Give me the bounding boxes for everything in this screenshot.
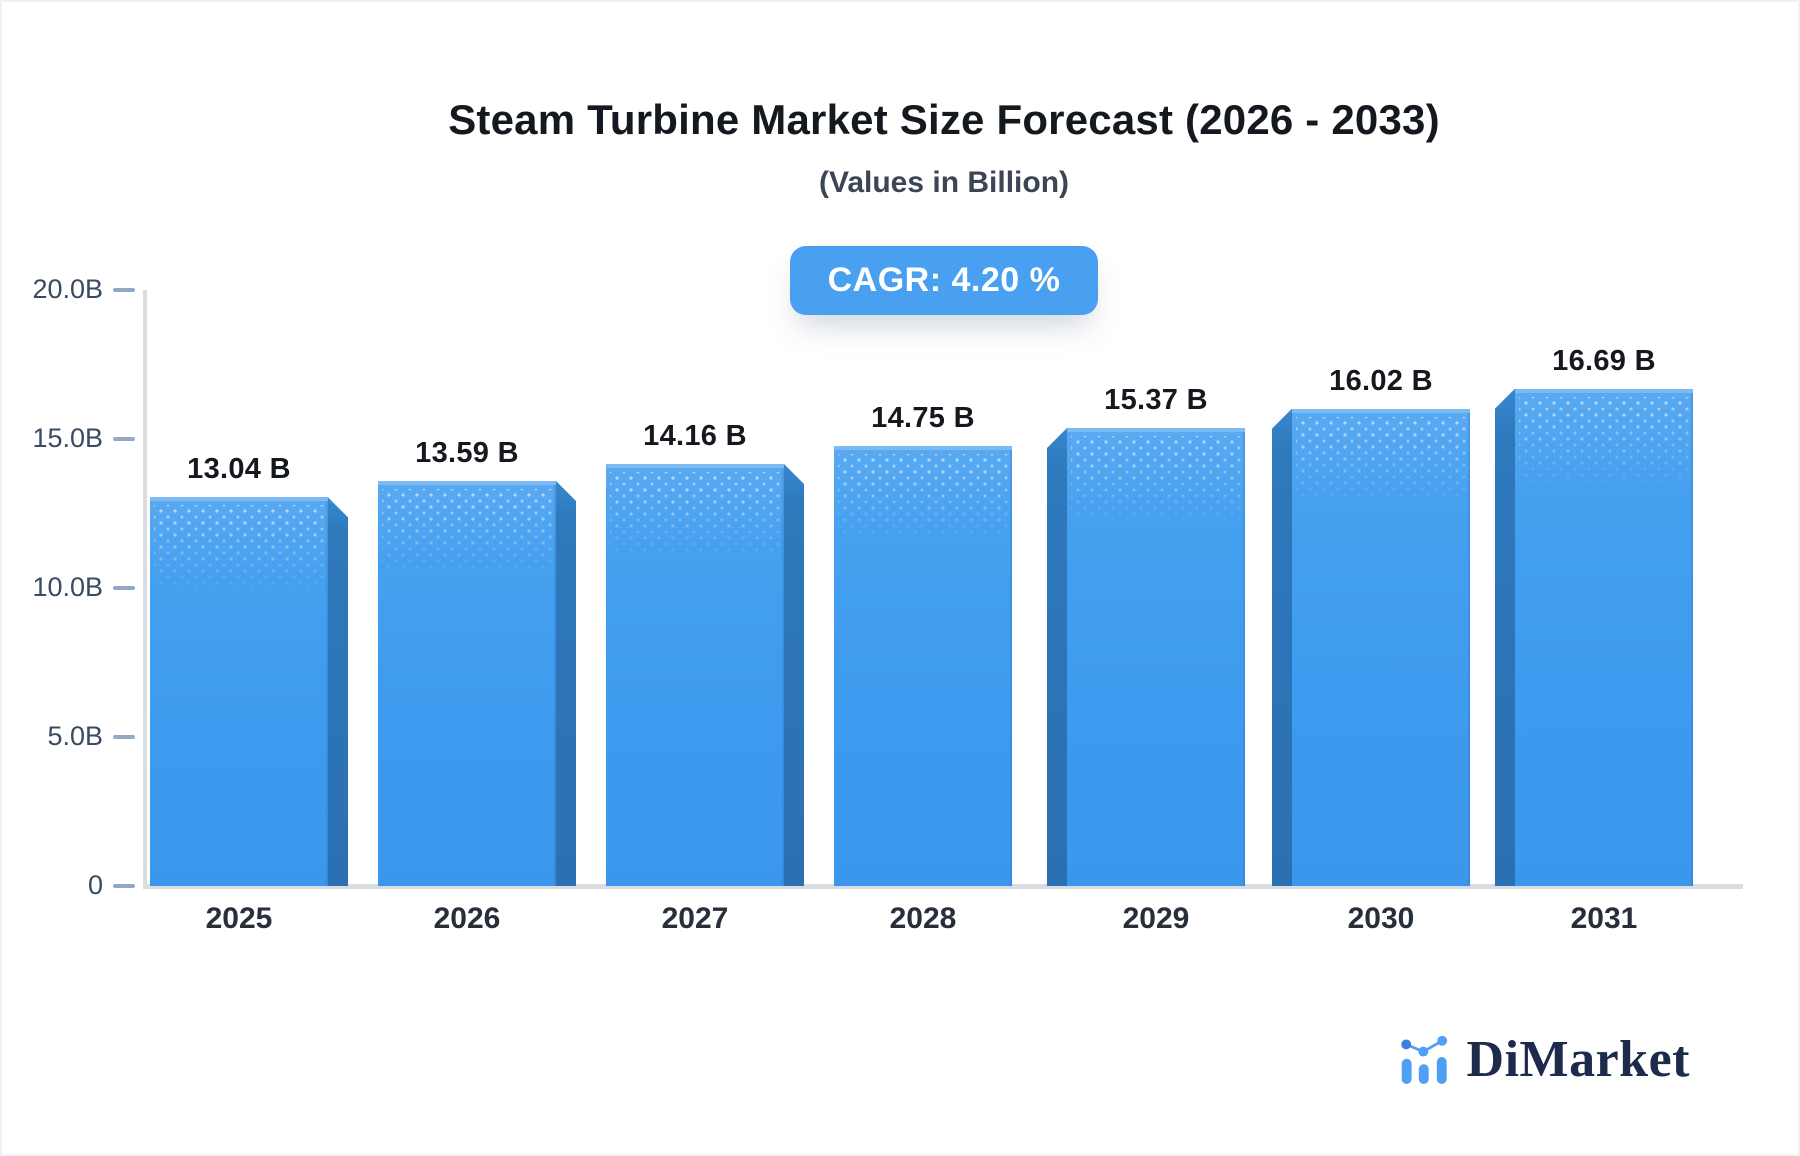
y-tick-mark bbox=[113, 586, 135, 590]
bar-value-label: 14.75 B bbox=[871, 402, 975, 435]
y-tick-label: 15.0B bbox=[32, 423, 103, 453]
y-tick-mark bbox=[113, 735, 135, 739]
bar-3d-side bbox=[328, 497, 348, 886]
bar-3d-side bbox=[1272, 408, 1292, 886]
y-axis-line bbox=[143, 290, 147, 888]
bar-face bbox=[150, 497, 328, 886]
y-tick-label: 0 bbox=[87, 870, 103, 900]
bar-value-label: 16.02 B bbox=[1329, 364, 1433, 397]
bar-3d-side bbox=[1047, 427, 1067, 886]
bar-face bbox=[834, 446, 1012, 886]
bar-2031: 16.69 B 2031 bbox=[1495, 345, 1693, 935]
x-axis-label-2030: 2030 bbox=[1347, 901, 1415, 935]
chart-header: Steam Turbine Market Size Forecast (2026… bbox=[143, 0, 1745, 315]
bar-3d-side bbox=[556, 481, 576, 886]
bar-2030: 16.02 B 2030 bbox=[1272, 365, 1470, 935]
bar-3d-side bbox=[784, 464, 804, 886]
x-axis-line bbox=[143, 884, 1743, 889]
bar-face bbox=[1067, 427, 1245, 886]
bar-2026: 13.59 B 2026 bbox=[378, 437, 576, 935]
bar-value-label: 16.69 B bbox=[1552, 344, 1656, 377]
y-tick-label: 5.0B bbox=[47, 721, 103, 751]
x-axis-label-2029: 2029 bbox=[1122, 901, 1190, 935]
bar-face bbox=[378, 481, 556, 886]
cagr-badge: CAGR: 4.20 % bbox=[789, 246, 1099, 315]
bar-3d-side bbox=[1495, 388, 1515, 886]
brand-logo-text: DiMarket bbox=[1466, 1031, 1690, 1088]
bar-value-label: 14.16 B bbox=[643, 420, 747, 453]
bar-value-label: 13.59 B bbox=[415, 437, 519, 470]
bar-face bbox=[606, 464, 784, 886]
bar-2029: 15.37 B 2029 bbox=[1047, 384, 1245, 935]
bar-value-label: 15.37 B bbox=[1104, 383, 1208, 416]
x-axis-label-2025: 2025 bbox=[205, 901, 273, 935]
bar-2028: 14.75 B 2028 bbox=[834, 402, 1012, 935]
y-tick-mark bbox=[113, 437, 135, 441]
x-axis-label-2028: 2028 bbox=[889, 901, 957, 935]
x-axis-label-2027: 2027 bbox=[661, 901, 729, 935]
bar-2027: 14.16 B 2027 bbox=[606, 420, 804, 935]
x-axis-label-2031: 2031 bbox=[1570, 901, 1638, 935]
y-tick-label: 20.0B bbox=[32, 274, 103, 304]
brand-logo: DiMarket bbox=[1399, 1028, 1690, 1086]
mini-bar-chart-icon bbox=[1400, 1035, 1447, 1084]
y-tick-mark bbox=[113, 288, 135, 292]
bar-face bbox=[1515, 388, 1693, 886]
y-tick-mark bbox=[113, 884, 135, 888]
bar-value-label: 13.04 B bbox=[187, 453, 291, 486]
y-tick-label: 10.0B bbox=[32, 572, 103, 602]
x-axis-label-2026: 2026 bbox=[433, 901, 501, 935]
bar-2025: 13.04 B 2025 bbox=[150, 453, 348, 935]
chart-title: Steam Turbine Market Size Forecast (2026… bbox=[448, 96, 1440, 143]
chart-subtitle: (Values in Billion) bbox=[818, 166, 1070, 199]
bar-face bbox=[1292, 408, 1470, 886]
